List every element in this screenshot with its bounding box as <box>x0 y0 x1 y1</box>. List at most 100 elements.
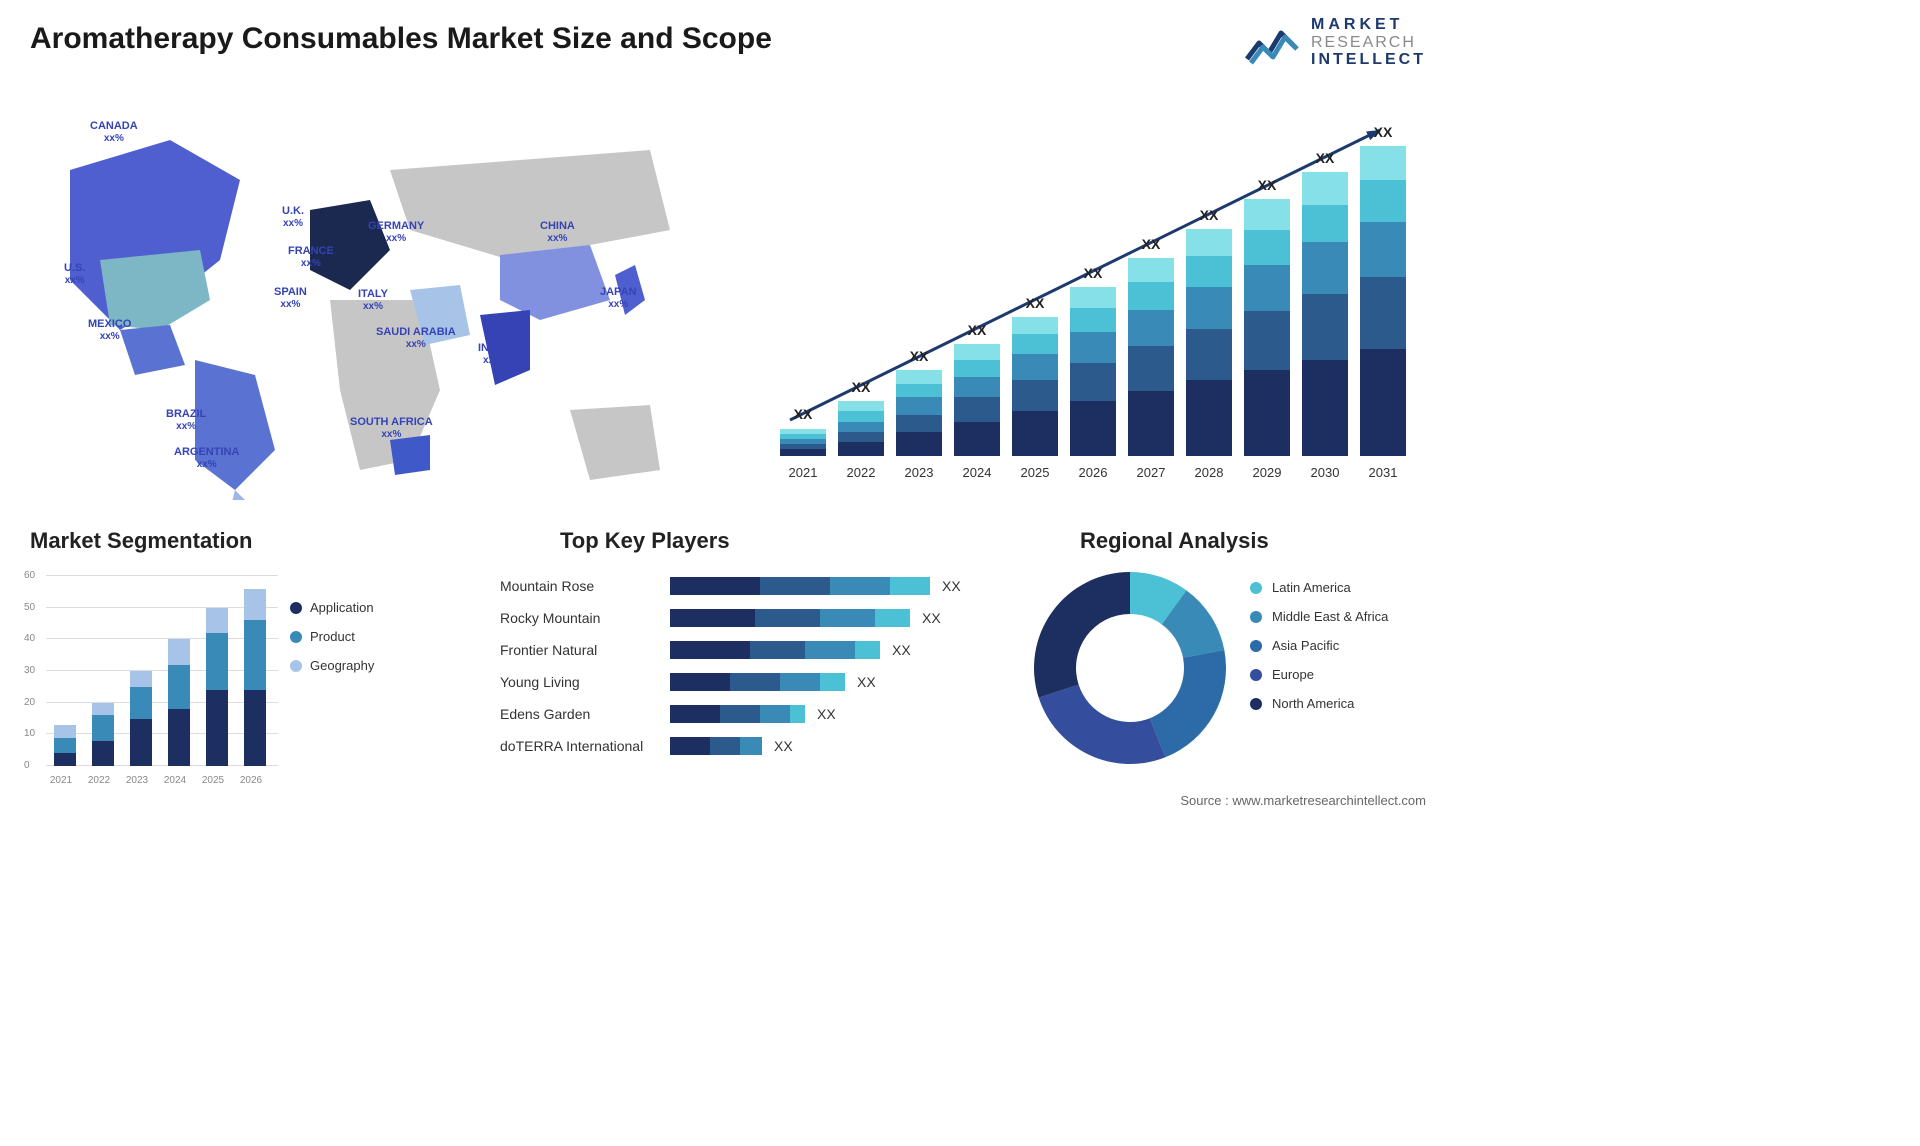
map-label-germany: GERMANYxx% <box>368 220 424 244</box>
bar-segment <box>1070 332 1116 363</box>
player-row: Frontier NaturalXX <box>500 634 1010 666</box>
seg-bar-2025 <box>206 608 228 766</box>
bar-segment <box>838 432 884 442</box>
seg-xlabel: 2022 <box>84 775 114 786</box>
map-label-argentina: ARGENTINAxx% <box>174 446 239 470</box>
map-shape-au <box>570 405 660 480</box>
seg-bar-2026 <box>244 589 266 766</box>
seg-segment-geography <box>130 671 152 687</box>
seg-legend-item: Product <box>290 629 374 644</box>
bar-segment <box>1360 222 1406 277</box>
bar-segment <box>1012 354 1058 380</box>
bar-segment <box>1360 277 1406 349</box>
regional-title: Regional Analysis <box>1080 528 1269 554</box>
forecast-xlabel: 2022 <box>838 465 884 480</box>
regional-legend: Latin AmericaMiddle East & AfricaAsia Pa… <box>1250 580 1388 725</box>
forecast-bar-2028 <box>1186 229 1232 456</box>
world-map: CANADAxx% U.S.xx% MEXICOxx% BRAZILxx% ARGENT… <box>10 90 730 500</box>
seg-segment-application <box>168 709 190 766</box>
forecast-value-label: XX <box>780 406 826 422</box>
forecast-bar-2026 <box>1070 287 1116 456</box>
seg-segment-product <box>244 620 266 690</box>
logo-icon <box>1245 19 1301 65</box>
bar-segment <box>954 360 1000 377</box>
forecast-xlabel: 2025 <box>1012 465 1058 480</box>
forecast-xlabel: 2021 <box>780 465 826 480</box>
map-label-canada: CANADAxx% <box>90 120 138 144</box>
forecast-value-label: XX <box>838 379 884 395</box>
forecast-xlabel: 2027 <box>1128 465 1174 480</box>
forecast-value-label: XX <box>1070 265 1116 281</box>
map-label-china: CHINAxx% <box>540 220 575 244</box>
bar-segment <box>1186 287 1232 328</box>
bar-segment <box>1302 294 1348 359</box>
forecast-bar-2024 <box>954 344 1000 456</box>
seg-segment-geography <box>244 589 266 621</box>
player-bar-segment <box>670 737 710 755</box>
map-label-brazil: BRAZILxx% <box>166 408 206 432</box>
seg-segment-product <box>130 687 152 719</box>
segmentation-title: Market Segmentation <box>30 528 253 554</box>
player-bar <box>670 673 845 691</box>
seg-segment-application <box>92 741 114 766</box>
forecast-xlabel: 2030 <box>1302 465 1348 480</box>
player-bar-segment <box>890 577 930 595</box>
bar-segment <box>896 397 942 414</box>
player-value: XX <box>774 738 793 754</box>
map-label-u-s-: U.S.xx% <box>64 262 85 286</box>
player-value: XX <box>817 706 836 722</box>
forecast-bar-2022 <box>838 401 884 456</box>
map-label-mexico: MEXICOxx% <box>88 318 131 342</box>
player-bar-segment <box>750 641 805 659</box>
player-row: Young LivingXX <box>500 666 1010 698</box>
forecast-value-label: XX <box>1186 207 1232 223</box>
player-bar-segment <box>760 705 790 723</box>
player-bar <box>670 705 805 723</box>
map-shape-ru <box>390 150 670 260</box>
player-bar-segment <box>875 609 910 627</box>
bar-segment <box>1128 282 1174 310</box>
map-label-saudi-arabia: SAUDI ARABIAxx% <box>376 326 456 350</box>
player-bar <box>670 641 880 659</box>
map-label-japan: JAPANxx% <box>600 286 636 310</box>
bar-segment <box>1128 391 1174 456</box>
donut-slice <box>1034 572 1130 698</box>
bar-segment <box>1012 380 1058 411</box>
bar-segment <box>954 377 1000 398</box>
player-bar-segment <box>740 737 762 755</box>
seg-bar-2022 <box>92 703 114 766</box>
player-bar <box>670 577 930 595</box>
player-bar-segment <box>670 609 755 627</box>
bar-segment <box>1360 146 1406 180</box>
player-label: Mountain Rose <box>500 578 670 594</box>
bar-segment <box>1360 349 1406 456</box>
player-bar-segment <box>755 609 820 627</box>
player-label: Young Living <box>500 674 670 690</box>
segmentation-chart: 0102030405060 202120222023202420252026 <box>18 568 278 788</box>
seg-segment-application <box>244 690 266 766</box>
bar-segment <box>1128 310 1174 346</box>
seg-segment-geography <box>92 703 114 716</box>
player-bar-segment <box>730 673 780 691</box>
player-bar <box>670 737 762 755</box>
bar-segment <box>1070 308 1116 332</box>
player-row: Mountain RoseXX <box>500 570 1010 602</box>
player-bar-segment <box>820 673 845 691</box>
player-bar <box>670 609 910 627</box>
seg-legend-item: Application <box>290 600 374 615</box>
forecast-xlabel: 2029 <box>1244 465 1290 480</box>
swatch-icon <box>1250 698 1262 710</box>
player-value: XX <box>892 642 911 658</box>
source-text: Source : www.marketresearchintellect.com <box>1180 793 1426 808</box>
seg-bar-2021 <box>54 725 76 766</box>
map-label-u-k-: U.K.xx% <box>282 205 304 229</box>
players-title: Top Key Players <box>560 528 730 554</box>
seg-xlabel: 2026 <box>236 775 266 786</box>
seg-segment-product <box>54 738 76 754</box>
player-bar-segment <box>820 609 875 627</box>
forecast-bar-2029 <box>1244 199 1290 456</box>
seg-xlabel: 2023 <box>122 775 152 786</box>
player-value: XX <box>922 610 941 626</box>
player-bar-segment <box>670 577 760 595</box>
bar-segment <box>1186 380 1232 456</box>
